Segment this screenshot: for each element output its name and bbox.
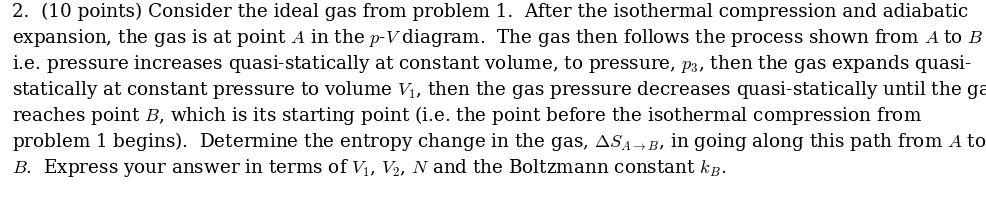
Text: statically at constant pressure to volume $V_1$, then the gas pressure decreases: statically at constant pressure to volum… [12,79,986,101]
Text: 2.  (10 points) Consider the ideal gas from problem 1.  After the isothermal com: 2. (10 points) Consider the ideal gas fr… [12,3,967,21]
Text: i.e. pressure increases quasi-statically at constant volume, to pressure, $p_3$,: i.e. pressure increases quasi-statically… [12,53,970,75]
Text: reaches point $B$, which is its starting point (i.e. the point before the isothe: reaches point $B$, which is its starting… [12,104,921,127]
Text: $B$.  Express your answer in terms of $V_1$, $V_2$, $N$ and the Boltzmann consta: $B$. Express your answer in terms of $V_… [12,157,726,179]
Text: problem 1 begins).  Determine the entropy change in the gas, $\Delta S_{A\righta: problem 1 begins). Determine the entropy… [12,130,985,153]
Text: expansion, the gas is at point $A$ in the $p$-$V$ diagram.  The gas then follows: expansion, the gas is at point $A$ in th… [12,27,983,49]
